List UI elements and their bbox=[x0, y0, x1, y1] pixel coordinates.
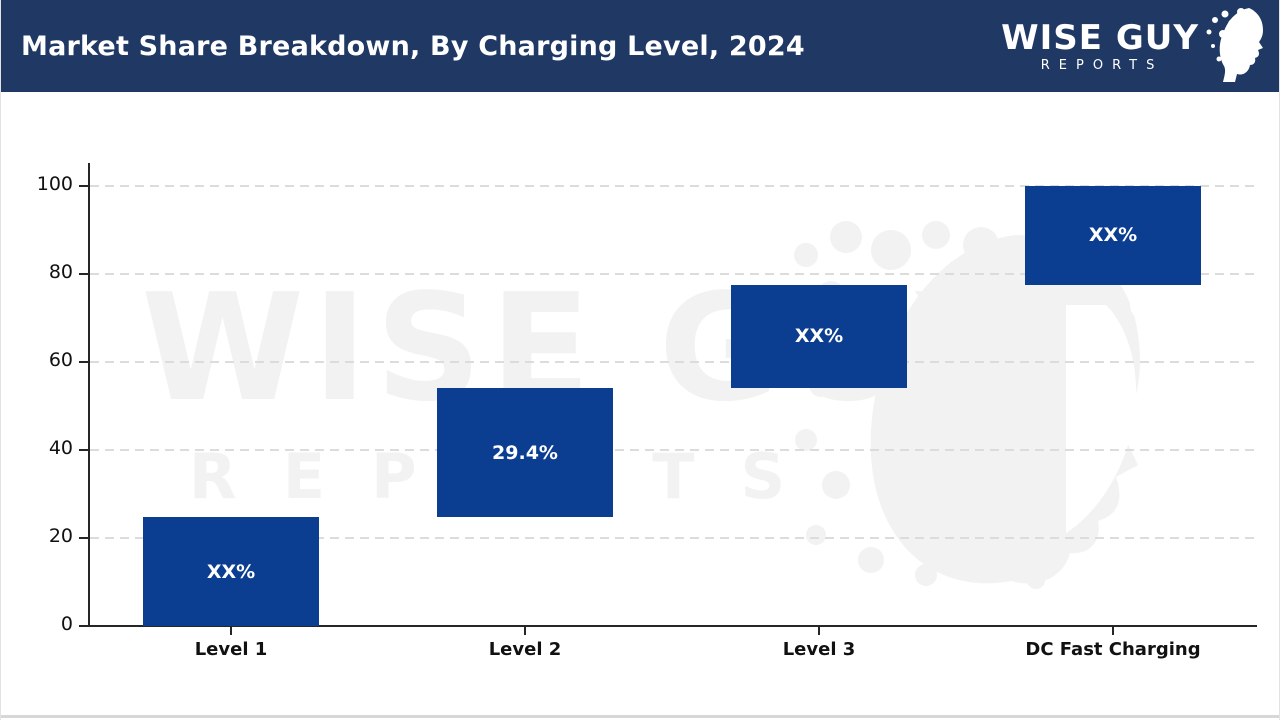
x-tick-1 bbox=[524, 627, 526, 635]
y-tick-label-40: 40 bbox=[48, 437, 73, 459]
y-tick-40 bbox=[79, 449, 88, 451]
bar-dc-fast-charging: XX% bbox=[1025, 186, 1201, 285]
y-tick-0 bbox=[79, 625, 88, 627]
brand-subname: REPORTS bbox=[1040, 57, 1164, 73]
bar-value-label: XX% bbox=[1088, 224, 1138, 247]
x-tick-2 bbox=[818, 627, 820, 635]
gridline-40 bbox=[90, 449, 1257, 451]
y-axis-line bbox=[88, 163, 90, 627]
x-category-label-3: DC Fast Charging bbox=[1025, 639, 1201, 660]
brand-logo: WISE GUY REPORTS bbox=[1001, 4, 1279, 88]
page-title: Market Share Breakdown, By Charging Leve… bbox=[21, 30, 805, 62]
y-tick-60 bbox=[79, 361, 88, 363]
brand-name: WISE GUY bbox=[1001, 17, 1199, 58]
bar-level-1: XX% bbox=[143, 517, 319, 626]
gridline-100 bbox=[90, 185, 1257, 187]
header-band: Market Share Breakdown, By Charging Leve… bbox=[1, 0, 1279, 92]
x-axis-line bbox=[88, 625, 1257, 627]
x-category-label-1: Level 2 bbox=[488, 639, 562, 660]
bar-value-label: XX% bbox=[794, 325, 844, 348]
bar-value-label: XX% bbox=[206, 560, 256, 583]
bar-level-2: 29.4% bbox=[437, 387, 613, 518]
bar-level-3: XX% bbox=[731, 284, 907, 388]
x-category-label-2: Level 3 bbox=[782, 639, 856, 660]
y-tick-label-100: 100 bbox=[36, 173, 73, 195]
footer-rule bbox=[1, 715, 1279, 718]
bar-value-label: 29.4% bbox=[492, 441, 558, 464]
brand-logo-text: WISE GUY REPORTS bbox=[1001, 21, 1199, 72]
x-tick-0 bbox=[230, 627, 232, 635]
x-category-label-0: Level 1 bbox=[194, 639, 268, 660]
y-tick-100 bbox=[79, 185, 88, 187]
gridline-80 bbox=[90, 273, 1257, 275]
x-tick-3 bbox=[1112, 627, 1114, 635]
y-tick-label-0: 0 bbox=[60, 613, 73, 635]
y-tick-label-80: 80 bbox=[48, 261, 73, 283]
y-tick-20 bbox=[79, 537, 88, 539]
gridline-20 bbox=[90, 537, 1257, 539]
brand-head-icon bbox=[1203, 4, 1265, 88]
y-tick-label-60: 60 bbox=[48, 349, 73, 371]
y-tick-80 bbox=[79, 273, 88, 275]
y-tick-label-20: 20 bbox=[48, 525, 73, 547]
gridline-60 bbox=[90, 361, 1257, 363]
